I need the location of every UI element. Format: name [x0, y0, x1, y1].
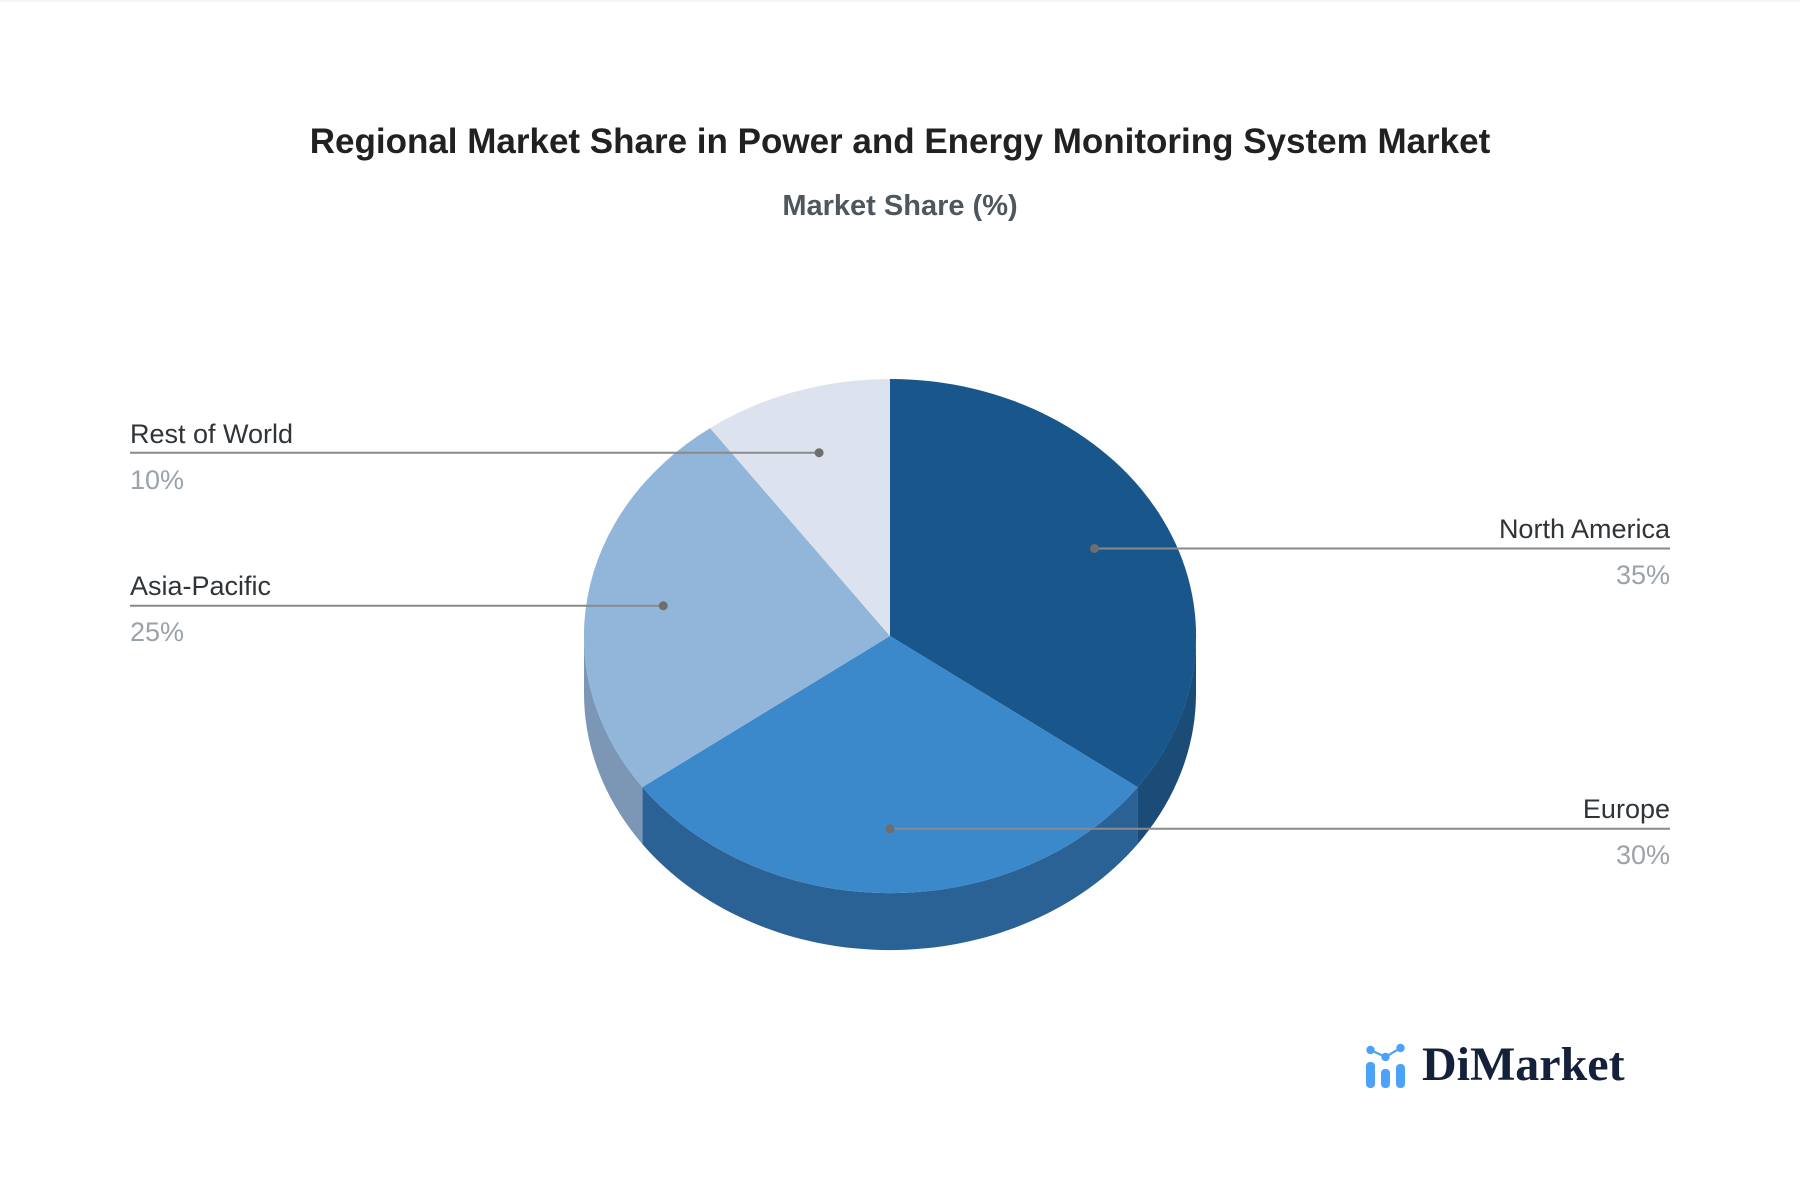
slice-label-asia-pacific: Asia-Pacific 25% — [130, 570, 271, 648]
slice-label-pct: 10% — [130, 465, 185, 495]
pie-slice-asia-pacific — [583, 428, 890, 788]
page-title: Regional Market Share in Power and Energ… — [309, 122, 1491, 161]
pie-slice-side-europe — [642, 787, 1138, 951]
pie-slice-rest-of-world — [710, 379, 890, 636]
slice-label-name: North America — [1498, 514, 1670, 544]
logo-text: DiMarket — [1422, 1038, 1625, 1091]
slice-label-pct: 30% — [1615, 840, 1670, 870]
pie-slice-north-america — [890, 378, 1197, 788]
chart-subtitle: Market Share (%) — [782, 190, 1018, 222]
slice-label-europe: Europe 30% — [1583, 793, 1670, 871]
leader-north-america-dot — [1090, 544, 1099, 553]
slice-label-name: Rest of World — [130, 419, 294, 449]
slice-label-name: Europe — [1582, 794, 1670, 824]
slice-label-name: Asia-Pacific — [130, 571, 272, 601]
dimarket-logo: DiMarket — [1366, 1038, 1625, 1091]
pie-slice-side-north-america — [1137, 636, 1196, 845]
slice-label-rest-of-world: Rest of World 10% — [130, 418, 293, 496]
pie-slice-side-asia-pacific — [583, 636, 643, 845]
slice-label-north-america: North America 35% — [1499, 513, 1670, 591]
leader-europe-dot — [885, 824, 895, 834]
leader-rest-of-world-dot — [814, 448, 824, 458]
slice-label-pct: 35% — [1615, 560, 1670, 590]
bar-chart-logo-icon — [1366, 1043, 1405, 1088]
slice-label-pct: 25% — [130, 617, 185, 647]
leader-asia-pacific-dot — [658, 601, 668, 611]
